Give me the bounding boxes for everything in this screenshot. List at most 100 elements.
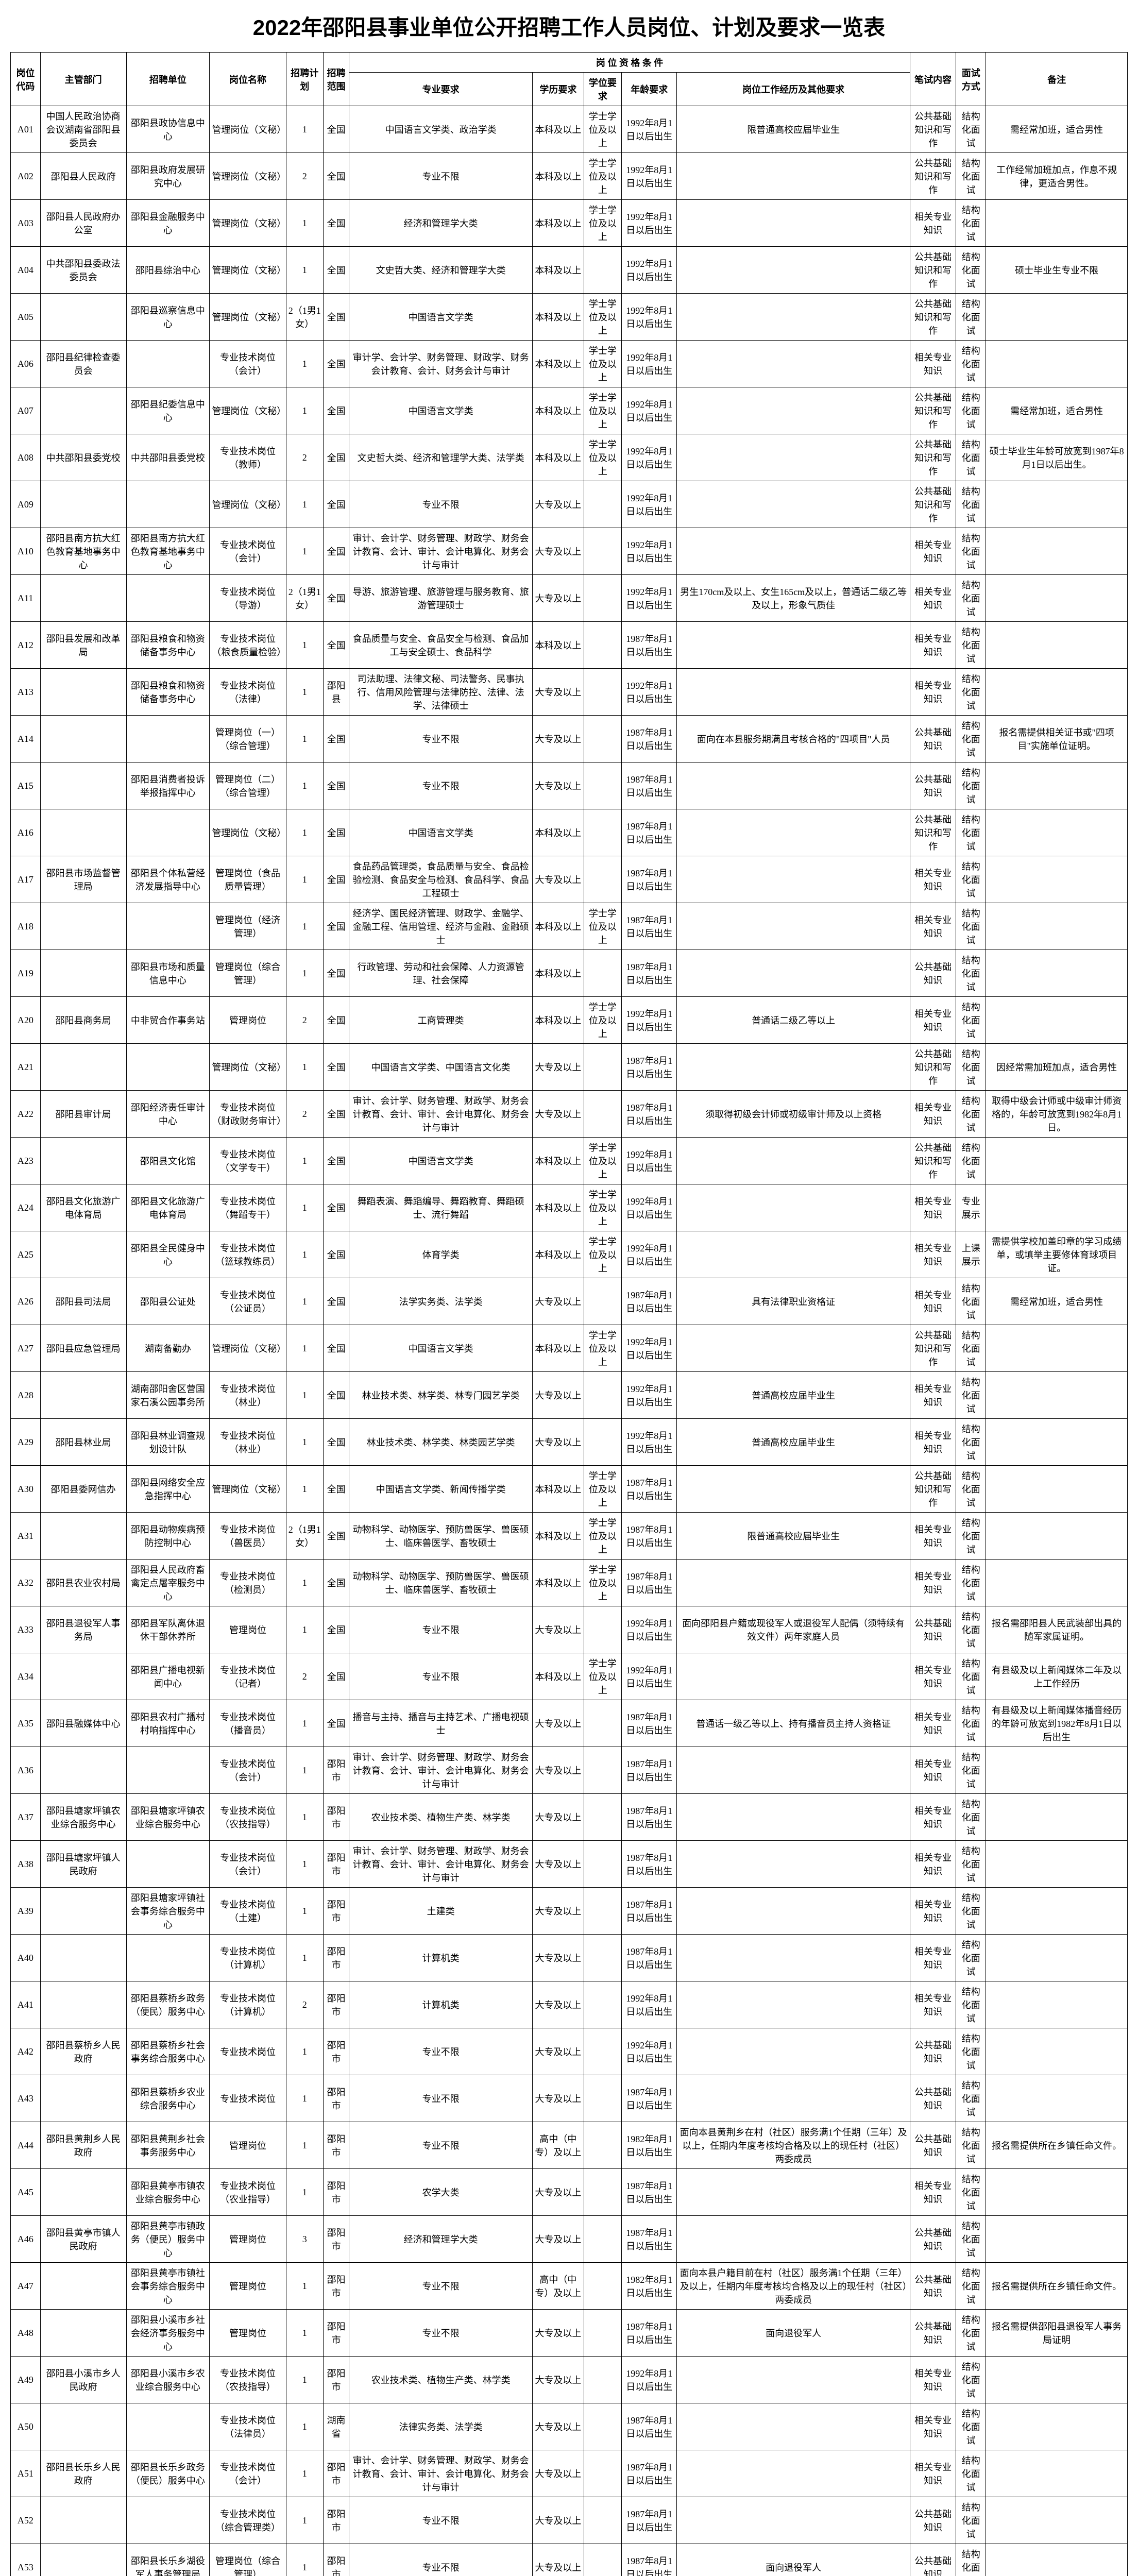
th-scope: 招聘范围 [323, 53, 349, 106]
cell-dept [40, 950, 126, 997]
cell-age: 1987年8月1日以后出生 [622, 1513, 677, 1560]
cell-code: A19 [11, 950, 41, 997]
cell-code: A37 [11, 1794, 41, 1841]
cell-other [677, 2357, 910, 2403]
cell-age: 1992年8月1日以后出生 [622, 481, 677, 528]
cell-interview: 结构化面试 [956, 387, 986, 434]
cell-note: 因经常需加班加点，适合男性 [986, 1044, 1128, 1091]
cell-unit [126, 1044, 210, 1091]
cell-scope: 全国 [323, 809, 349, 856]
cell-interview: 结构化面试 [956, 200, 986, 247]
cell-unit: 邵阳县粮食和物资储备事务中心 [126, 669, 210, 716]
cell-plan: 1 [286, 1372, 323, 1419]
table-row: A50专业技术岗位（法律员）1湖南省法律实务类、法学类大专及以上1987年8月1… [11, 2403, 1128, 2450]
cell-code: A13 [11, 669, 41, 716]
cell-degree [584, 1278, 622, 1325]
cell-age: 1992年8月1日以后出生 [622, 1325, 677, 1372]
cell-code: A48 [11, 2310, 41, 2357]
cell-major: 经济和管理学大类 [349, 2216, 533, 2263]
cell-major: 专业不限 [349, 716, 533, 762]
cell-unit: 邵阳县公证处 [126, 1278, 210, 1325]
cell-unit [126, 1935, 210, 1981]
cell-degree [584, 1044, 622, 1091]
cell-age: 1987年8月1日以后出生 [622, 2310, 677, 2357]
cell-other [677, 1794, 910, 1841]
cell-age: 1987年8月1日以后出生 [622, 2169, 677, 2216]
cell-plan: 1 [286, 1841, 323, 1888]
cell-post: 专业技术岗位 [210, 2075, 286, 2122]
cell-age: 1992年8月1日以后出生 [622, 1138, 677, 1184]
cell-edu: 大专及以上 [533, 1700, 584, 1747]
cell-unit: 邵阳县黄亭市镇社会事务综合服务中心 [126, 2263, 210, 2310]
cell-age: 1992年8月1日以后出生 [622, 153, 677, 200]
cell-other: 面向本县黄荆乡在村（社区）服务满1个任期（三年）及以上，任期内年度考核均合格及以… [677, 2122, 910, 2169]
cell-interview: 结构化面试 [956, 950, 986, 997]
cell-plan: 1 [286, 809, 323, 856]
cell-dept: 邵阳县林业局 [40, 1419, 126, 1466]
cell-note [986, 997, 1128, 1044]
cell-post: 管理岗位（文秘） [210, 481, 286, 528]
cell-plan: 1 [286, 2263, 323, 2310]
cell-code: A31 [11, 1513, 41, 1560]
cell-note [986, 528, 1128, 575]
cell-post: 管理岗位（食品质量管理） [210, 856, 286, 903]
cell-note [986, 1560, 1128, 1606]
cell-interview: 结构化面试 [956, 1653, 986, 1700]
cell-degree [584, 575, 622, 622]
cell-age: 1987年8月1日以后出生 [622, 809, 677, 856]
cell-post: 专业技术岗位（法律员） [210, 2403, 286, 2450]
cell-edu: 本科及以上 [533, 247, 584, 294]
cell-edu: 本科及以上 [533, 294, 584, 341]
cell-plan: 1 [286, 2357, 323, 2403]
cell-note [986, 2357, 1128, 2403]
cell-scope: 邵阳市 [323, 2263, 349, 2310]
cell-interview: 结构化面试 [956, 669, 986, 716]
cell-scope: 全国 [323, 481, 349, 528]
cell-other [677, 200, 910, 247]
cell-exam: 公共基础知识和写作 [910, 481, 956, 528]
cell-code: A21 [11, 1044, 41, 1091]
cell-exam: 相关专业知识 [910, 1981, 956, 2028]
cell-age: 1987年8月1日以后出生 [622, 2450, 677, 2497]
cell-age: 1987年8月1日以后出生 [622, 1888, 677, 1935]
cell-exam: 相关专业知识 [910, 341, 956, 387]
th-major: 专业要求 [349, 73, 533, 106]
cell-note [986, 2544, 1128, 2576]
cell-post: 管理岗位（文秘） [210, 1466, 286, 1513]
cell-interview: 结构化面试 [956, 481, 986, 528]
cell-degree: 学士学位及以上 [584, 903, 622, 950]
cell-dept [40, 2075, 126, 2122]
cell-edu: 大专及以上 [533, 1888, 584, 1935]
cell-edu: 大专及以上 [533, 1278, 584, 1325]
cell-major: 林业技术类、林学类、林类园艺学类 [349, 1419, 533, 1466]
cell-other: 面向退役军人 [677, 2544, 910, 2576]
cell-degree [584, 762, 622, 809]
cell-scope: 全国 [323, 387, 349, 434]
cell-unit: 邵阳县文化旅游广电体育局 [126, 1184, 210, 1231]
cell-major: 播音与主持、播音与主持艺术、广播电视硕士 [349, 1700, 533, 1747]
cell-other [677, 1981, 910, 2028]
cell-plan: 1 [286, 1794, 323, 1841]
cell-exam: 相关专业知识 [910, 1794, 956, 1841]
cell-major: 林业技术类、林学类、林专门园艺学类 [349, 1372, 533, 1419]
cell-dept [40, 1044, 126, 1091]
cell-code: A43 [11, 2075, 41, 2122]
cell-plan: 1 [286, 1044, 323, 1091]
cell-dept: 邵阳县商务局 [40, 997, 126, 1044]
cell-degree [584, 1419, 622, 1466]
cell-edu: 大专及以上 [533, 1606, 584, 1653]
cell-post: 专业技术岗位（会计） [210, 2450, 286, 2497]
cell-other [677, 1231, 910, 1278]
cell-age: 1987年8月1日以后出生 [622, 1044, 677, 1091]
table-row: A08中共邵阳县委党校中共邵阳县委党校专业技术岗位（教师）2全国文史哲大类、经济… [11, 434, 1128, 481]
cell-scope: 邵阳市 [323, 2216, 349, 2263]
cell-dept [40, 1513, 126, 1560]
cell-exam: 公共基础知识 [910, 950, 956, 997]
cell-plan: 2 [286, 1981, 323, 2028]
cell-edu: 大专及以上 [533, 575, 584, 622]
cell-other [677, 2497, 910, 2544]
cell-exam: 相关专业知识 [910, 1372, 956, 1419]
cell-edu: 本科及以上 [533, 1231, 584, 1278]
cell-interview: 结构化面试 [956, 1419, 986, 1466]
cell-unit: 邵阳县综治中心 [126, 247, 210, 294]
